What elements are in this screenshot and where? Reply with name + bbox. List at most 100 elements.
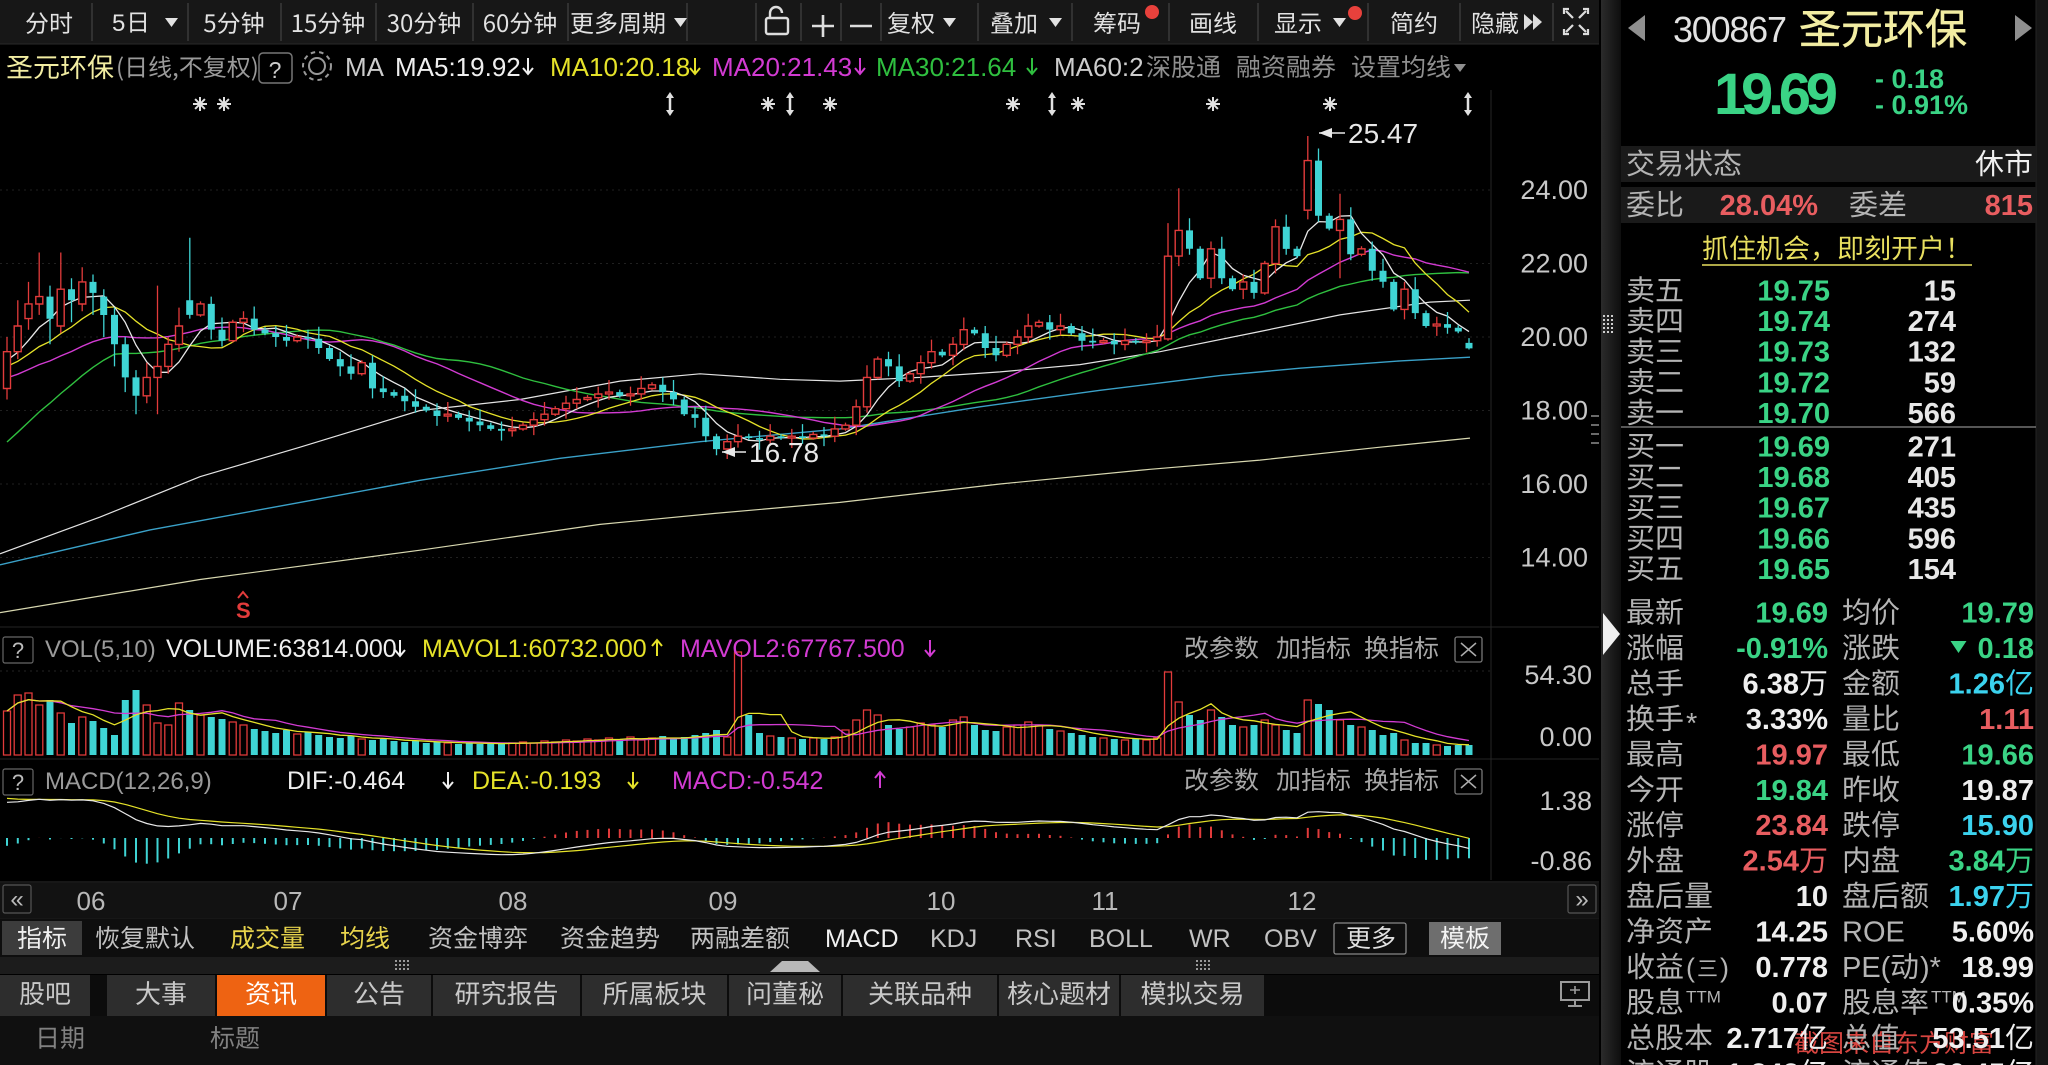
svg-text:19.79: 19.79 xyxy=(1961,598,2034,630)
svg-text:06: 06 xyxy=(77,886,106,916)
svg-text:07: 07 xyxy=(274,886,303,916)
svg-text:16.78: 16.78 xyxy=(749,437,819,468)
svg-text:14.25: 14.25 xyxy=(1755,917,1828,949)
svg-text:MACD(12,26,9): MACD(12,26,9) xyxy=(45,768,212,795)
svg-text:MA10:20.18: MA10:20.18 xyxy=(550,52,690,82)
svg-text:*: * xyxy=(1686,708,1697,740)
svg-text:MACD:-0.542: MACD:-0.542 xyxy=(672,767,823,795)
svg-text:54.30: 54.30 xyxy=(1524,660,1592,690)
svg-text:VOLUME:63814.000: VOLUME:63814.000 xyxy=(166,635,397,663)
svg-text:271: 271 xyxy=(1908,432,1956,464)
svg-text:1.97: 1.97 xyxy=(1949,881,2005,913)
svg-text:19.97: 19.97 xyxy=(1755,739,1828,771)
svg-text:28.04%: 28.04% xyxy=(1720,190,1819,222)
svg-text:0.778: 0.778 xyxy=(1755,952,1828,984)
svg-text:?: ? xyxy=(12,770,24,795)
svg-text:0.00: 0.00 xyxy=(1539,722,1592,752)
svg-text:154: 154 xyxy=(1908,554,1956,586)
svg-text:300867: 300867 xyxy=(1673,9,1787,50)
svg-text:3.84: 3.84 xyxy=(1949,846,2005,878)
svg-text:18.99: 18.99 xyxy=(1961,952,2034,984)
svg-text:1.38: 1.38 xyxy=(1539,786,1592,816)
svg-text:132: 132 xyxy=(1908,337,1956,369)
svg-text:DEA:-0.193: DEA:-0.193 xyxy=(472,767,601,795)
svg-text:2.717: 2.717 xyxy=(1726,1023,1799,1055)
svg-text:19.73: 19.73 xyxy=(1757,337,1830,369)
svg-text:59: 59 xyxy=(1924,367,1956,399)
svg-text:19.72: 19.72 xyxy=(1757,367,1830,399)
svg-text:11: 11 xyxy=(1092,886,1119,916)
svg-text:19.69: 19.69 xyxy=(1757,432,1830,464)
svg-text:MAVOL2:67767.500: MAVOL2:67767.500 xyxy=(680,635,905,663)
svg-text:19.74: 19.74 xyxy=(1757,306,1830,338)
svg-text:(: ( xyxy=(1686,953,1695,983)
svg-text:0.35%: 0.35% xyxy=(1952,987,2034,1019)
svg-text:- 0.18: - 0.18 xyxy=(1875,64,1944,94)
svg-text:TTM: TTM xyxy=(1931,987,1966,1006)
svg-text:MA20:21.43: MA20:21.43 xyxy=(712,52,852,82)
svg-text:19.66: 19.66 xyxy=(1757,523,1830,555)
svg-text:20.00: 20.00 xyxy=(1520,322,1588,352)
svg-text:»: » xyxy=(1575,886,1588,913)
svg-text:DIF:-0.464: DIF:-0.464 xyxy=(287,767,405,795)
svg-text:): ) xyxy=(1720,953,1729,983)
svg-text:MA: MA xyxy=(345,52,385,82)
svg-text:ROE: ROE xyxy=(1842,917,1905,949)
svg-text:?: ? xyxy=(12,638,24,663)
svg-text:)*: )* xyxy=(1920,952,1941,984)
svg-text:815: 815 xyxy=(1985,190,2033,222)
svg-text:19.69: 19.69 xyxy=(1755,598,1828,630)
svg-text:25.47: 25.47 xyxy=(1348,118,1418,149)
svg-text:0.07: 0.07 xyxy=(1772,987,1828,1019)
svg-text:?: ? xyxy=(269,57,282,83)
svg-text:435: 435 xyxy=(1908,493,1956,525)
svg-text:MA5:19.92: MA5:19.92 xyxy=(395,52,521,82)
svg-text:VOL(5,10): VOL(5,10) xyxy=(45,636,156,663)
svg-text:596: 596 xyxy=(1908,523,1956,555)
svg-text:«: « xyxy=(10,886,23,913)
svg-text:19.66: 19.66 xyxy=(1961,739,2034,771)
svg-text:10: 10 xyxy=(927,886,956,916)
svg-text:TTM: TTM xyxy=(1686,987,1721,1006)
svg-text:24.00: 24.00 xyxy=(1520,175,1588,205)
svg-text:10: 10 xyxy=(1796,881,1828,913)
svg-text:OBV: OBV xyxy=(1264,925,1317,953)
svg-text:19.69: 19.69 xyxy=(1714,62,1838,127)
svg-text:1.343: 1.343 xyxy=(1726,1058,1799,1065)
svg-text:19.65: 19.65 xyxy=(1757,554,1830,586)
svg-text:- 0.91%: - 0.91% xyxy=(1875,90,1968,120)
svg-text:5.60%: 5.60% xyxy=(1952,917,2034,949)
svg-text:18.00: 18.00 xyxy=(1520,396,1588,426)
svg-text:PE(: PE( xyxy=(1842,952,1891,984)
svg-text:15: 15 xyxy=(1924,276,1956,308)
svg-text:-0.86: -0.86 xyxy=(1530,846,1592,876)
svg-text:2.54: 2.54 xyxy=(1743,846,1799,878)
svg-text:22.00: 22.00 xyxy=(1520,249,1588,279)
svg-text:12: 12 xyxy=(1288,886,1317,916)
svg-text:08: 08 xyxy=(499,886,528,916)
svg-text:09: 09 xyxy=(709,886,738,916)
svg-text:0.18: 0.18 xyxy=(1978,633,2034,665)
svg-text:14.00: 14.00 xyxy=(1520,543,1588,573)
svg-text:19.67: 19.67 xyxy=(1757,493,1830,525)
svg-text:19.75: 19.75 xyxy=(1757,276,1830,308)
svg-text:16.00: 16.00 xyxy=(1520,469,1588,499)
svg-text:19.87: 19.87 xyxy=(1961,775,2034,807)
svg-text:566: 566 xyxy=(1908,398,1956,430)
svg-text:1.26: 1.26 xyxy=(1949,668,2005,700)
svg-text:405: 405 xyxy=(1908,462,1956,494)
svg-text:MAVOL1:60732.000: MAVOL1:60732.000 xyxy=(422,635,647,663)
svg-text:23.84: 23.84 xyxy=(1755,810,1828,842)
svg-text:WR: WR xyxy=(1189,925,1231,953)
svg-text:5: 5 xyxy=(112,10,125,37)
svg-text:BOLL: BOLL xyxy=(1089,925,1153,953)
svg-text:-0.91%: -0.91% xyxy=(1736,633,1828,665)
svg-text:19.68: 19.68 xyxy=(1757,462,1830,494)
svg-text:15.90: 15.90 xyxy=(1961,810,2034,842)
svg-text:MACD: MACD xyxy=(825,925,899,953)
svg-text:MA30:21.64: MA30:21.64 xyxy=(876,52,1016,82)
svg-text:26.45: 26.45 xyxy=(1932,1058,2005,1065)
svg-text:S: S xyxy=(236,598,251,623)
svg-text:3.33%: 3.33% xyxy=(1746,704,1828,736)
svg-text:1.11: 1.11 xyxy=(1979,704,2034,736)
